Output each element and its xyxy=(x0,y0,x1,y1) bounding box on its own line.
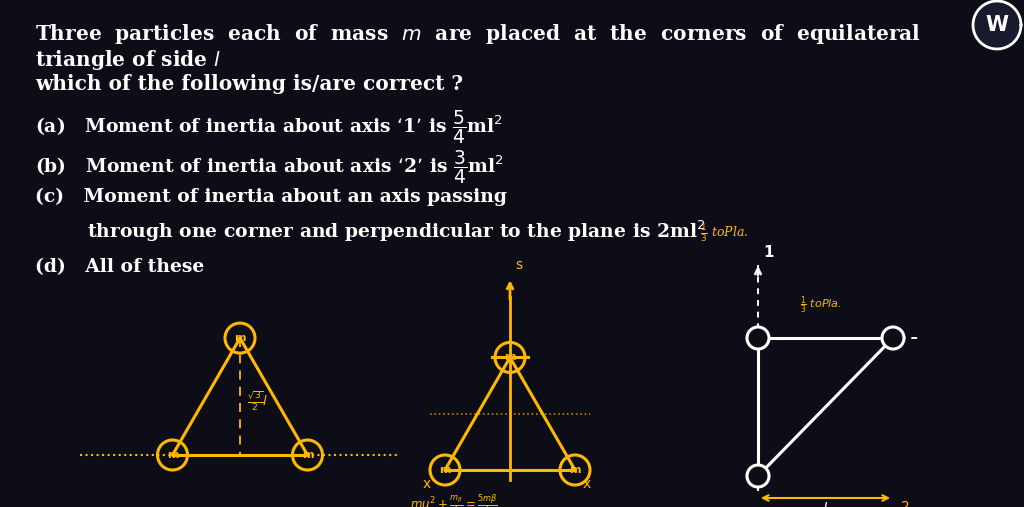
Text: x: x xyxy=(583,477,591,491)
Text: m: m xyxy=(504,352,516,363)
Text: (c)   Moment of inertia about an axis passing: (c) Moment of inertia about an axis pass… xyxy=(35,188,507,206)
Text: Three  particles  each  of  mass  $m$  are  placed  at  the  corners  of  equila: Three particles each of mass $m$ are pla… xyxy=(35,22,921,46)
Text: $l$: $l$ xyxy=(822,501,828,507)
Polygon shape xyxy=(973,1,1021,49)
Text: 2: 2 xyxy=(901,500,909,507)
Circle shape xyxy=(882,327,904,349)
Text: $mu^2 + \frac{m_{\beta}}{4} = \frac{5m\beta}{4}$: $mu^2 + \frac{m_{\beta}}{4} = \frac{5m\b… xyxy=(410,492,498,507)
Text: s: s xyxy=(515,259,522,272)
Text: (b)   Moment of inertia about axis ‘2’ is $\dfrac{3}{4}$ml$^2$: (b) Moment of inertia about axis ‘2’ is … xyxy=(35,148,504,186)
Text: m: m xyxy=(234,333,246,343)
Text: (a)   Moment of inertia about axis ‘1’ is $\dfrac{5}{4}$ml$^2$: (a) Moment of inertia about axis ‘1’ is … xyxy=(35,108,503,146)
Text: m: m xyxy=(167,450,178,460)
Circle shape xyxy=(746,327,769,349)
Text: m: m xyxy=(439,465,451,475)
Circle shape xyxy=(746,465,769,487)
Text: W: W xyxy=(985,15,1009,35)
Text: through one corner and perpendicular to the plane is 2ml$^2$: through one corner and perpendicular to … xyxy=(35,218,706,243)
Text: (d)   All of these: (d) All of these xyxy=(35,258,204,276)
Text: x: x xyxy=(423,477,431,491)
Text: which of the following is/are correct ?: which of the following is/are correct ? xyxy=(35,74,463,94)
Text: m: m xyxy=(302,450,313,460)
Text: triangle of side $l$: triangle of side $l$ xyxy=(35,48,221,72)
Text: $\frac{\sqrt{3}}{2}l$: $\frac{\sqrt{3}}{2}l$ xyxy=(247,390,268,413)
Text: $\frac{1}{3}$ toPla.: $\frac{1}{3}$ toPla. xyxy=(800,295,842,316)
Text: 1: 1 xyxy=(763,245,773,260)
Text: $\frac{1}{3}$ toPla.: $\frac{1}{3}$ toPla. xyxy=(700,222,749,244)
Text: m: m xyxy=(569,465,581,475)
